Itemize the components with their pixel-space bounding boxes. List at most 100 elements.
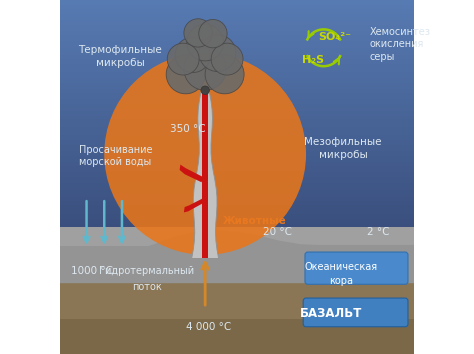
Bar [60,234,414,235]
Bar [60,334,414,335]
Bar [60,337,414,339]
Bar [60,228,414,229]
Bar [60,121,414,123]
Bar [60,153,414,155]
Bar [60,98,414,99]
Bar [60,170,414,171]
Bar [60,267,414,268]
Bar [60,119,414,120]
Bar [60,22,414,24]
Bar [60,110,414,111]
Bar [60,218,414,219]
Bar [60,274,414,275]
Circle shape [104,53,306,255]
Bar [60,67,414,68]
Bar [60,268,414,269]
Bar [60,90,414,91]
Bar [60,15,414,17]
Bar [60,296,414,297]
Bar [60,227,414,228]
Bar [60,184,414,185]
Bar [60,229,414,230]
Bar [60,91,414,92]
Bar [60,242,414,243]
Bar [60,259,414,261]
Bar [60,195,414,196]
Bar [60,139,414,141]
Bar [60,106,414,107]
Bar [60,349,414,350]
Bar [60,118,414,119]
Bar [60,8,414,10]
Bar [60,321,414,322]
Bar [60,81,414,82]
Circle shape [175,37,210,73]
Text: поток: поток [132,282,162,292]
Bar [60,261,414,262]
Bar [60,344,414,346]
Bar [60,350,414,352]
Bar [60,250,414,251]
Bar [60,75,414,77]
Bar [60,329,414,330]
Text: кора: кора [329,276,354,286]
Bar [60,270,414,272]
Bar [60,318,414,319]
Bar [60,295,414,296]
Text: 1000 °С: 1000 °С [71,266,113,276]
Bar [60,149,414,150]
Bar [60,211,414,212]
Text: Мезофильные
микробы: Мезофильные микробы [304,137,382,160]
Bar [60,31,414,32]
Bar [60,198,414,199]
Bar [60,150,414,151]
Bar [60,231,414,233]
Bar [60,183,414,184]
Bar [60,181,414,182]
Bar [60,5,414,6]
Text: Хемосинтез
окисления
серы: Хемосинтез окисления серы [370,27,431,62]
Bar [60,263,414,264]
Bar [60,288,414,289]
Bar [60,306,414,307]
Circle shape [184,19,212,47]
Bar [60,24,414,25]
Bar [60,50,414,51]
Bar [60,243,414,244]
Bar [60,116,414,117]
Bar [60,114,414,116]
Bar [60,173,414,175]
Bar [60,275,414,276]
Bar [60,222,414,223]
Bar [60,141,414,142]
Bar [60,291,414,293]
Bar [60,283,414,284]
Bar [60,142,414,143]
Bar [60,343,414,344]
Bar [60,54,414,56]
Bar [60,82,414,84]
Bar [60,109,414,110]
Bar [60,17,414,18]
Polygon shape [60,230,414,283]
Bar [60,353,414,354]
Bar [60,136,414,137]
Bar [60,32,414,33]
Bar [60,60,414,61]
Bar [60,88,414,90]
Bar [60,312,414,313]
Bar [60,237,414,238]
Bar [60,319,414,320]
Bar [60,112,414,113]
Bar [60,64,414,65]
Bar [60,176,414,177]
Bar [60,205,414,206]
Bar [60,255,414,256]
Bar [60,230,414,231]
Bar [60,273,414,274]
Polygon shape [180,165,203,182]
Bar [60,40,414,41]
Bar [60,185,414,187]
Bar [60,71,414,72]
Text: БАЗАЛЬТ: БАЗАЛЬТ [300,307,362,320]
